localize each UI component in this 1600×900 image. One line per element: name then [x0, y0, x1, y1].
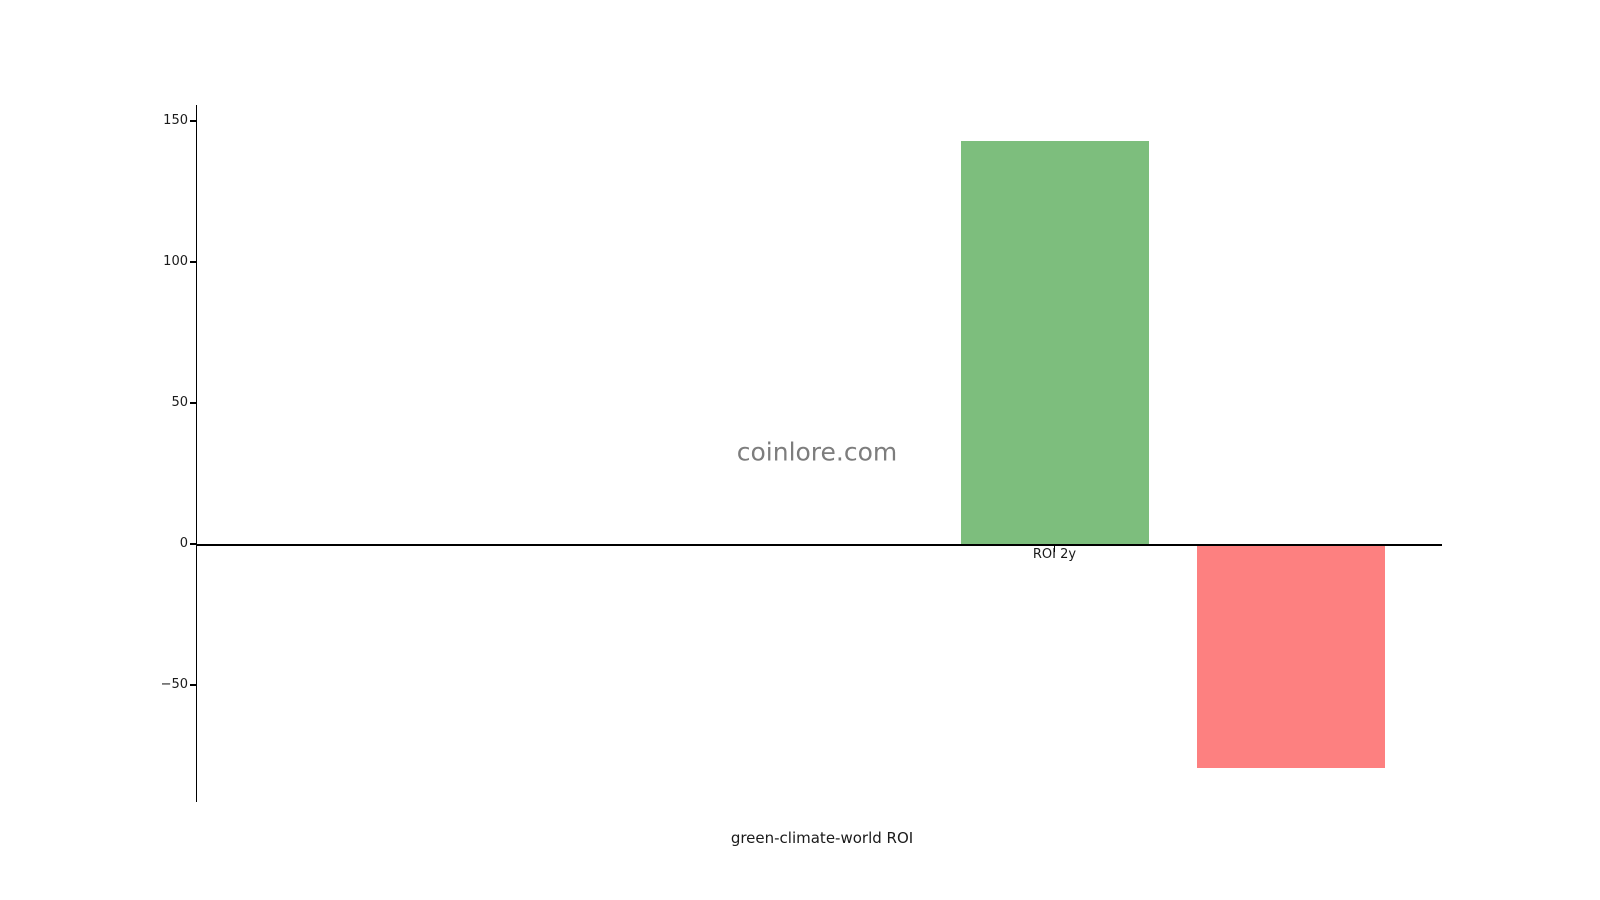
y-tick-mark	[189, 543, 196, 545]
y-tick-label: 50	[171, 395, 188, 410]
y-tick-mark	[189, 402, 196, 404]
x-tick-label: ROI 2y	[1032, 547, 1077, 562]
x-tick-mark	[1053, 545, 1056, 552]
y-tick-label: −50	[160, 677, 188, 692]
bar-roi-2y	[960, 140, 1149, 544]
y-tick-label: 0	[179, 536, 188, 551]
x-axis-line	[195, 544, 1442, 546]
y-tick-mark	[189, 261, 196, 263]
chart-title: green-climate-world ROI	[730, 829, 914, 847]
y-tick-label: 100	[163, 254, 188, 269]
bar-negative-roi	[1196, 545, 1385, 769]
y-tick-mark	[189, 120, 196, 122]
y-tick-label: 150	[163, 113, 188, 128]
y-axis-line	[195, 105, 197, 802]
y-tick-mark	[189, 684, 196, 686]
watermark-text: coinlore.com	[736, 437, 898, 467]
